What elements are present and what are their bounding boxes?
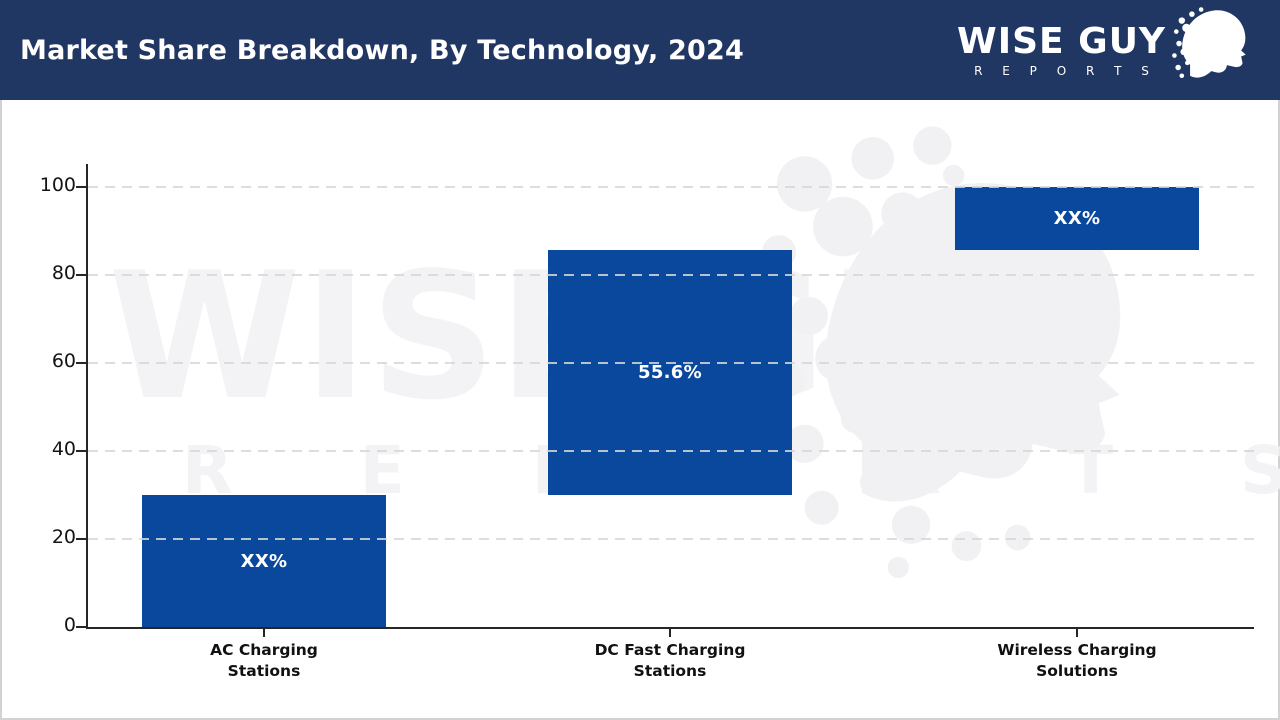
y-tick-mark-80 — [76, 274, 86, 276]
category-label-line: Solutions — [1036, 662, 1118, 680]
gridline-100 — [88, 186, 1254, 188]
y-tick-mark-40 — [76, 450, 86, 452]
y-tick-label-40: 40 — [51, 438, 76, 460]
gridline-20 — [88, 538, 1254, 540]
y-tick-label-80: 80 — [51, 262, 76, 284]
y-tick-mark-0 — [76, 626, 86, 628]
bar-dc-fast-charging-stations: 55.6% — [548, 250, 792, 495]
x-axis-line — [86, 627, 1254, 629]
brand-name: WISE GUY — [956, 20, 1166, 62]
brand-sub: R E P O R T S — [974, 63, 1157, 78]
category-label-line: AC Charging — [210, 641, 318, 659]
brand-logo: WISE GUY R E P O R T S — [957, 4, 1260, 96]
wise-guy-head-icon — [1172, 7, 1246, 79]
brand-text: WISE GUY R E P O R T S — [956, 20, 1166, 78]
gridline-40 — [88, 450, 1254, 452]
header: Market Share Breakdown, By Technology, 2… — [0, 0, 1280, 100]
x-tick-mark-ac-charging-stations — [263, 629, 265, 637]
x-tick-mark-dc-fast-charging-stations — [669, 629, 671, 637]
y-axis-line — [86, 164, 88, 629]
category-label-ac-charging-stations: AC Charging Stations — [104, 640, 424, 682]
bar-ac-charging-stations: XX% — [142, 495, 386, 627]
category-label-line: Stations — [633, 662, 707, 680]
watermark-head-icon — [761, 126, 1121, 579]
y-tick-label-20: 20 — [51, 526, 76, 548]
y-tick-mark-60 — [76, 362, 86, 364]
bar-value-label-wireless-charging-solutions: XX% — [1053, 208, 1101, 230]
category-label-line: Stations — [227, 662, 301, 680]
bar-value-label-ac-charging-stations: XX% — [240, 550, 288, 572]
bar-value-label-dc-fast-charging-stations: 55.6% — [638, 362, 702, 384]
y-tick-label-60: 60 — [51, 350, 76, 372]
category-label-line: DC Fast Charging — [594, 641, 746, 659]
category-label-line: Wireless Charging — [997, 641, 1157, 659]
y-tick-mark-100 — [76, 186, 86, 188]
gridline-60 — [88, 362, 1254, 364]
y-tick-label-0: 0 — [63, 614, 76, 636]
category-label-wireless-charging-solutions: Wireless Charging Solutions — [917, 640, 1237, 682]
bar-wireless-charging-solutions: XX% — [955, 187, 1199, 251]
page-title: Market Share Breakdown, By Technology, 2… — [20, 34, 745, 66]
y-tick-label-100: 100 — [39, 174, 76, 196]
category-label-dc-fast-charging-stations: DC Fast Charging Stations — [510, 640, 830, 682]
x-tick-mark-wireless-charging-solutions — [1076, 629, 1078, 637]
gridline-80 — [88, 274, 1254, 276]
y-tick-mark-20 — [76, 538, 86, 540]
